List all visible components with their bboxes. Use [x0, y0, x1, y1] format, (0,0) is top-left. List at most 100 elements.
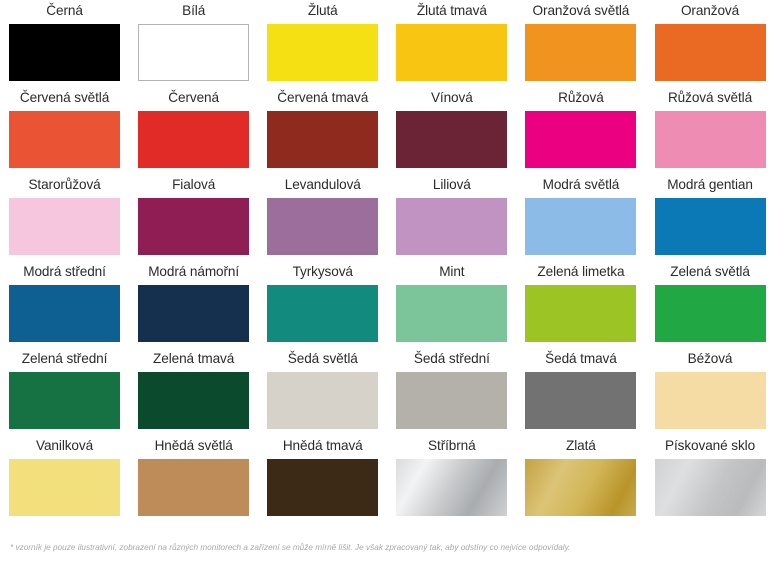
swatch-label: Žlutá	[307, 3, 338, 18]
swatch-chip[interactable]	[396, 111, 508, 168]
swatch-label: Červená	[168, 90, 219, 105]
swatch-cell[interactable]: Starorůžová	[0, 174, 129, 261]
swatch-label: Starorůžová	[28, 177, 101, 192]
swatch-chip[interactable]	[654, 372, 766, 429]
swatch-label: Modrá gentian	[667, 177, 753, 192]
swatch-cell[interactable]: Zelená limetka	[516, 261, 645, 348]
swatch-chip[interactable]	[525, 372, 637, 429]
swatch-label: Modrá námořní	[148, 264, 240, 279]
swatch-chip[interactable]	[396, 198, 508, 255]
swatch-chip[interactable]	[525, 111, 637, 168]
swatch-cell[interactable]: Pískované sklo	[645, 435, 774, 522]
swatch-cell[interactable]: Modrá námořní	[129, 261, 258, 348]
swatch-cell[interactable]: Hnědá světlá	[129, 435, 258, 522]
swatch-cell[interactable]: Béžová	[645, 348, 774, 435]
swatch-cell[interactable]: Levandulová	[258, 174, 387, 261]
swatch-chip[interactable]	[267, 285, 379, 342]
swatch-cell[interactable]: Zelená střední	[0, 348, 129, 435]
swatch-chip[interactable]	[525, 24, 637, 81]
swatch-label: Hnědá světlá	[154, 438, 233, 453]
swatch-cell[interactable]: Červená světlá	[0, 87, 129, 174]
swatch-label: Šedá světlá	[287, 351, 358, 366]
swatch-chip[interactable]	[654, 285, 766, 342]
swatch-chip[interactable]	[9, 372, 121, 429]
swatch-label: Žlutá tmavá	[416, 3, 487, 18]
swatch-chip[interactable]	[525, 198, 637, 255]
swatch-cell[interactable]: Fialová	[129, 174, 258, 261]
swatch-cell[interactable]: Hnědá tmavá	[258, 435, 387, 522]
swatch-label: Fialová	[172, 177, 216, 192]
swatch-cell[interactable]: Růžová světlá	[645, 87, 774, 174]
swatch-chip[interactable]	[9, 459, 121, 516]
swatch-label: Zelená tmavá	[153, 351, 235, 366]
swatch-chip[interactable]	[525, 459, 637, 516]
swatch-cell[interactable]: Mint	[387, 261, 516, 348]
swatch-chip[interactable]	[9, 285, 121, 342]
swatch-cell[interactable]: Černá	[0, 0, 129, 87]
swatch-cell[interactable]: Šedá střední	[387, 348, 516, 435]
swatch-cell[interactable]: Červená tmavá	[258, 87, 387, 174]
swatch-label: Tyrkysová	[292, 264, 353, 279]
swatch-cell[interactable]: Liliová	[387, 174, 516, 261]
swatch-cell[interactable]: Oranžová	[645, 0, 774, 87]
swatch-label: Oranžová světlá	[532, 3, 630, 18]
swatch-label: Červená tmavá	[277, 90, 369, 105]
swatch-label: Černá	[46, 3, 83, 18]
swatch-label: Stříbrná	[428, 438, 476, 453]
swatch-label: Červená světlá	[19, 90, 110, 105]
swatch-cell[interactable]: Bílá	[129, 0, 258, 87]
swatch-chip[interactable]	[654, 111, 766, 168]
swatch-chip[interactable]	[9, 198, 121, 255]
swatch-cell[interactable]: Vínová	[387, 87, 516, 174]
swatch-chip[interactable]	[654, 459, 766, 516]
swatch-cell[interactable]: Modrá světlá	[516, 174, 645, 261]
swatch-chip[interactable]	[9, 24, 121, 81]
swatch-chip[interactable]	[396, 459, 508, 516]
swatch-cell[interactable]: Tyrkysová	[258, 261, 387, 348]
swatch-chip[interactable]	[396, 24, 508, 81]
swatch-chip[interactable]	[654, 24, 766, 81]
swatch-label: Bílá	[182, 3, 206, 18]
swatch-label: Zelená světlá	[670, 264, 750, 279]
swatch-chip[interactable]	[267, 24, 379, 81]
swatch-label: Šedá střední	[413, 351, 490, 366]
swatch-chip[interactable]	[654, 198, 766, 255]
swatch-cell[interactable]: Šedá tmavá	[516, 348, 645, 435]
swatch-chip[interactable]	[138, 111, 250, 168]
swatch-chip[interactable]	[9, 111, 121, 168]
swatch-cell[interactable]: Zlatá	[516, 435, 645, 522]
swatch-label: Oranžová	[680, 3, 740, 18]
swatch-chip[interactable]	[396, 285, 508, 342]
swatch-chip[interactable]	[267, 459, 379, 516]
swatch-chip[interactable]	[525, 285, 637, 342]
swatch-cell[interactable]: Zelená světlá	[645, 261, 774, 348]
swatch-chip[interactable]	[138, 459, 250, 516]
swatch-label: Pískované sklo	[665, 438, 756, 453]
swatch-label: Vínová	[430, 90, 473, 105]
swatch-chip[interactable]	[138, 285, 250, 342]
swatch-cell[interactable]: Zelená tmavá	[129, 348, 258, 435]
swatch-cell[interactable]: Žlutá	[258, 0, 387, 87]
swatch-cell[interactable]: Šedá světlá	[258, 348, 387, 435]
swatch-cell[interactable]: Modrá gentian	[645, 174, 774, 261]
swatch-chip[interactable]	[138, 372, 250, 429]
swatch-chip[interactable]	[138, 198, 250, 255]
swatch-chip[interactable]	[267, 198, 379, 255]
swatch-chip[interactable]	[138, 24, 250, 81]
swatch-label: Zlatá	[566, 438, 596, 453]
swatch-cell[interactable]: Stříbrná	[387, 435, 516, 522]
swatch-cell[interactable]: Modrá střední	[0, 261, 129, 348]
swatch-chip[interactable]	[267, 372, 379, 429]
swatch-cell[interactable]: Růžová	[516, 87, 645, 174]
swatch-label: Mint	[439, 264, 465, 279]
swatch-cell[interactable]: Žlutá tmavá	[387, 0, 516, 87]
swatch-label: Béžová	[687, 351, 733, 366]
swatch-cell[interactable]: Vanilková	[0, 435, 129, 522]
swatch-cell[interactable]: Červená	[129, 87, 258, 174]
footnote-disclaimer: * vzorník je pouze ilustrativní, zobraze…	[10, 543, 571, 552]
swatch-label: Šedá tmavá	[545, 351, 617, 366]
swatch-chip[interactable]	[396, 372, 508, 429]
swatch-cell[interactable]: Oranžová světlá	[516, 0, 645, 87]
swatch-chip[interactable]	[267, 111, 379, 168]
swatch-label: Zelená limetka	[537, 264, 625, 279]
